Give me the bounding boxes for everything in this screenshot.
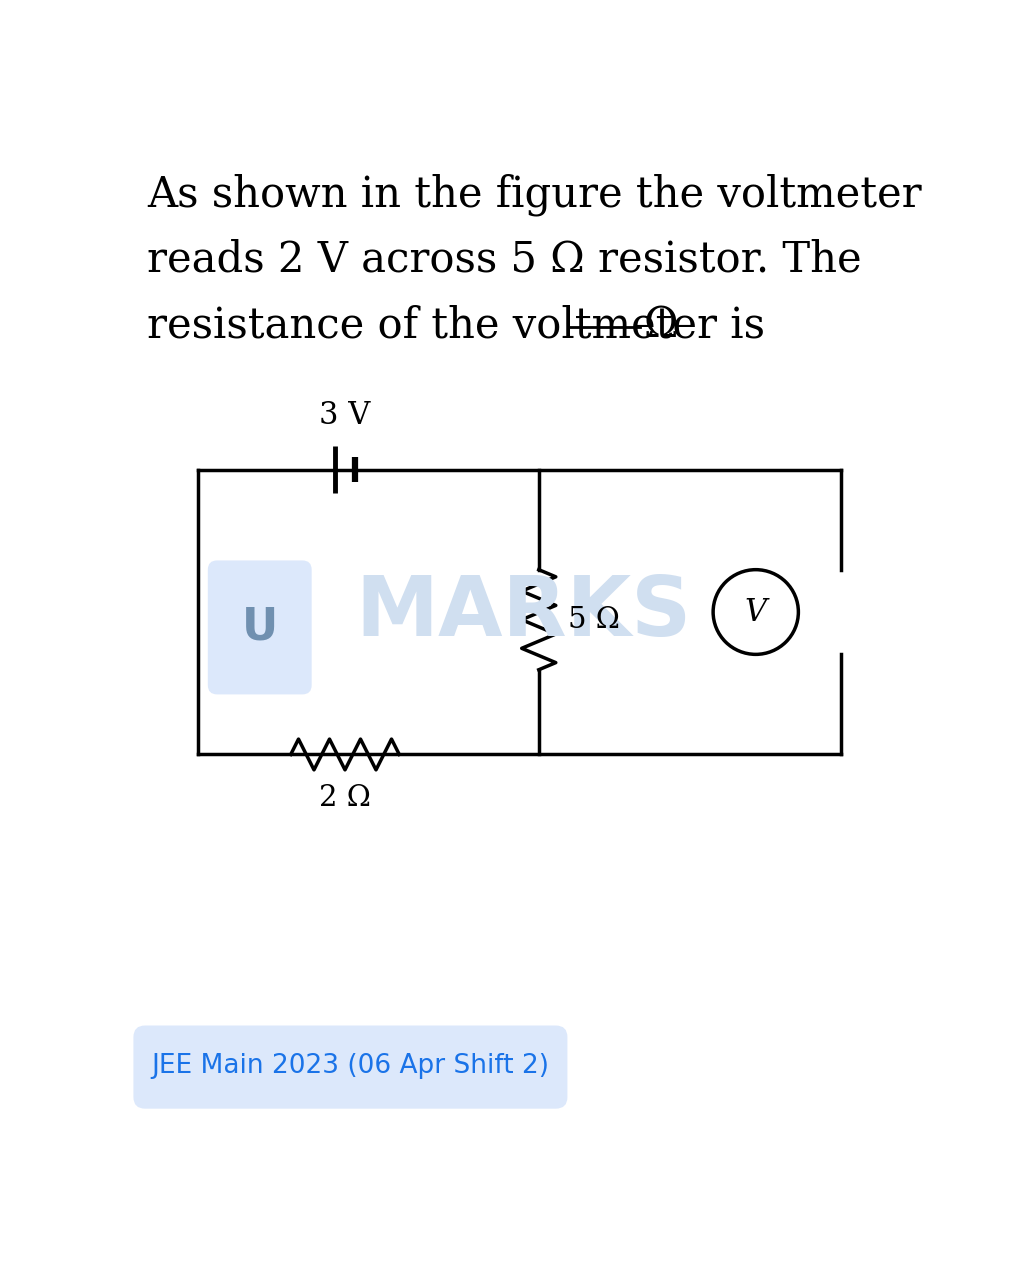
Text: U: U xyxy=(242,606,278,649)
Text: V: V xyxy=(744,596,767,628)
FancyBboxPatch shape xyxy=(133,1026,567,1109)
Text: JEE Main 2023 (06 Apr Shift 2): JEE Main 2023 (06 Apr Shift 2) xyxy=(152,1053,550,1080)
Text: 5 Ω: 5 Ω xyxy=(568,606,621,634)
Text: reads 2 V across 5 Ω resistor. The: reads 2 V across 5 Ω resistor. The xyxy=(147,239,862,280)
Text: resistance of the voltmeter is: resistance of the voltmeter is xyxy=(147,304,765,346)
Text: 2 Ω: 2 Ω xyxy=(319,784,371,812)
Text: 3 V: 3 V xyxy=(319,400,371,431)
FancyBboxPatch shape xyxy=(208,561,311,695)
Text: MARKS: MARKS xyxy=(355,572,691,653)
Text: Ω: Ω xyxy=(643,304,678,346)
Text: As shown in the figure the voltmeter: As shown in the figure the voltmeter xyxy=(147,173,922,216)
Circle shape xyxy=(713,570,799,654)
